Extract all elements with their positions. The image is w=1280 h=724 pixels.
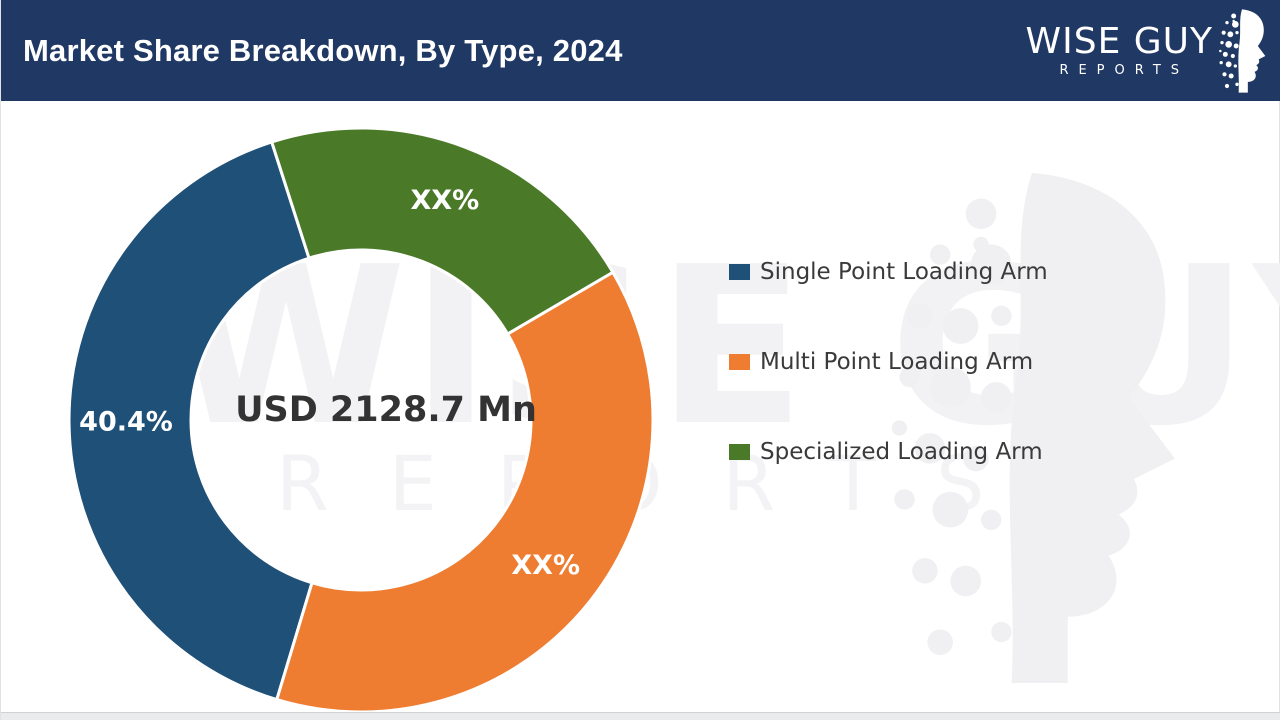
donut-chart-area: 40.4% XX% XX% (1, 101, 721, 720)
slice-label-1: XX% (511, 550, 580, 581)
slice-label-0: 40.4% (79, 407, 173, 438)
page-title: Market Share Breakdown, By Type, 2024 (23, 32, 623, 68)
legend-swatch (729, 264, 750, 280)
donut-chart: 40.4% XX% XX% (67, 126, 655, 714)
legend-item: Specialized Loading Arm (729, 435, 1048, 469)
legend: Single Point Loading Arm Multi Point Loa… (729, 255, 1048, 525)
legend-swatch (729, 354, 750, 370)
donut-segment-0 (67, 140, 314, 702)
brand-wordmark-line1: WISE GUY (1025, 21, 1213, 63)
donut-segment-2 (270, 126, 615, 336)
legend-item: Multi Point Loading Arm (729, 345, 1048, 379)
legend-label: Single Point Loading Arm (760, 258, 1048, 285)
brand-logo: WISE GUY REPORTS (1026, 8, 1268, 93)
header: Market Share Breakdown, By Type, 2024 WI… (1, 0, 1280, 101)
slice-label-2: XX% (410, 185, 479, 216)
donut-segment-1 (275, 270, 655, 714)
brand-wordmark: WISE GUY REPORTS (1026, 23, 1214, 78)
bottom-strip (1, 712, 1280, 720)
legend-label: Specialized Loading Arm (760, 438, 1043, 465)
brand-wordmark-line2: REPORTS (1059, 62, 1190, 78)
legend-label: Multi Point Loading Arm (760, 348, 1034, 375)
legend-swatch (729, 444, 750, 460)
center-value: USD 2128.7 Mn (235, 390, 537, 430)
legend-item: Single Point Loading Arm (729, 255, 1048, 289)
brand-face-icon (1219, 8, 1266, 93)
